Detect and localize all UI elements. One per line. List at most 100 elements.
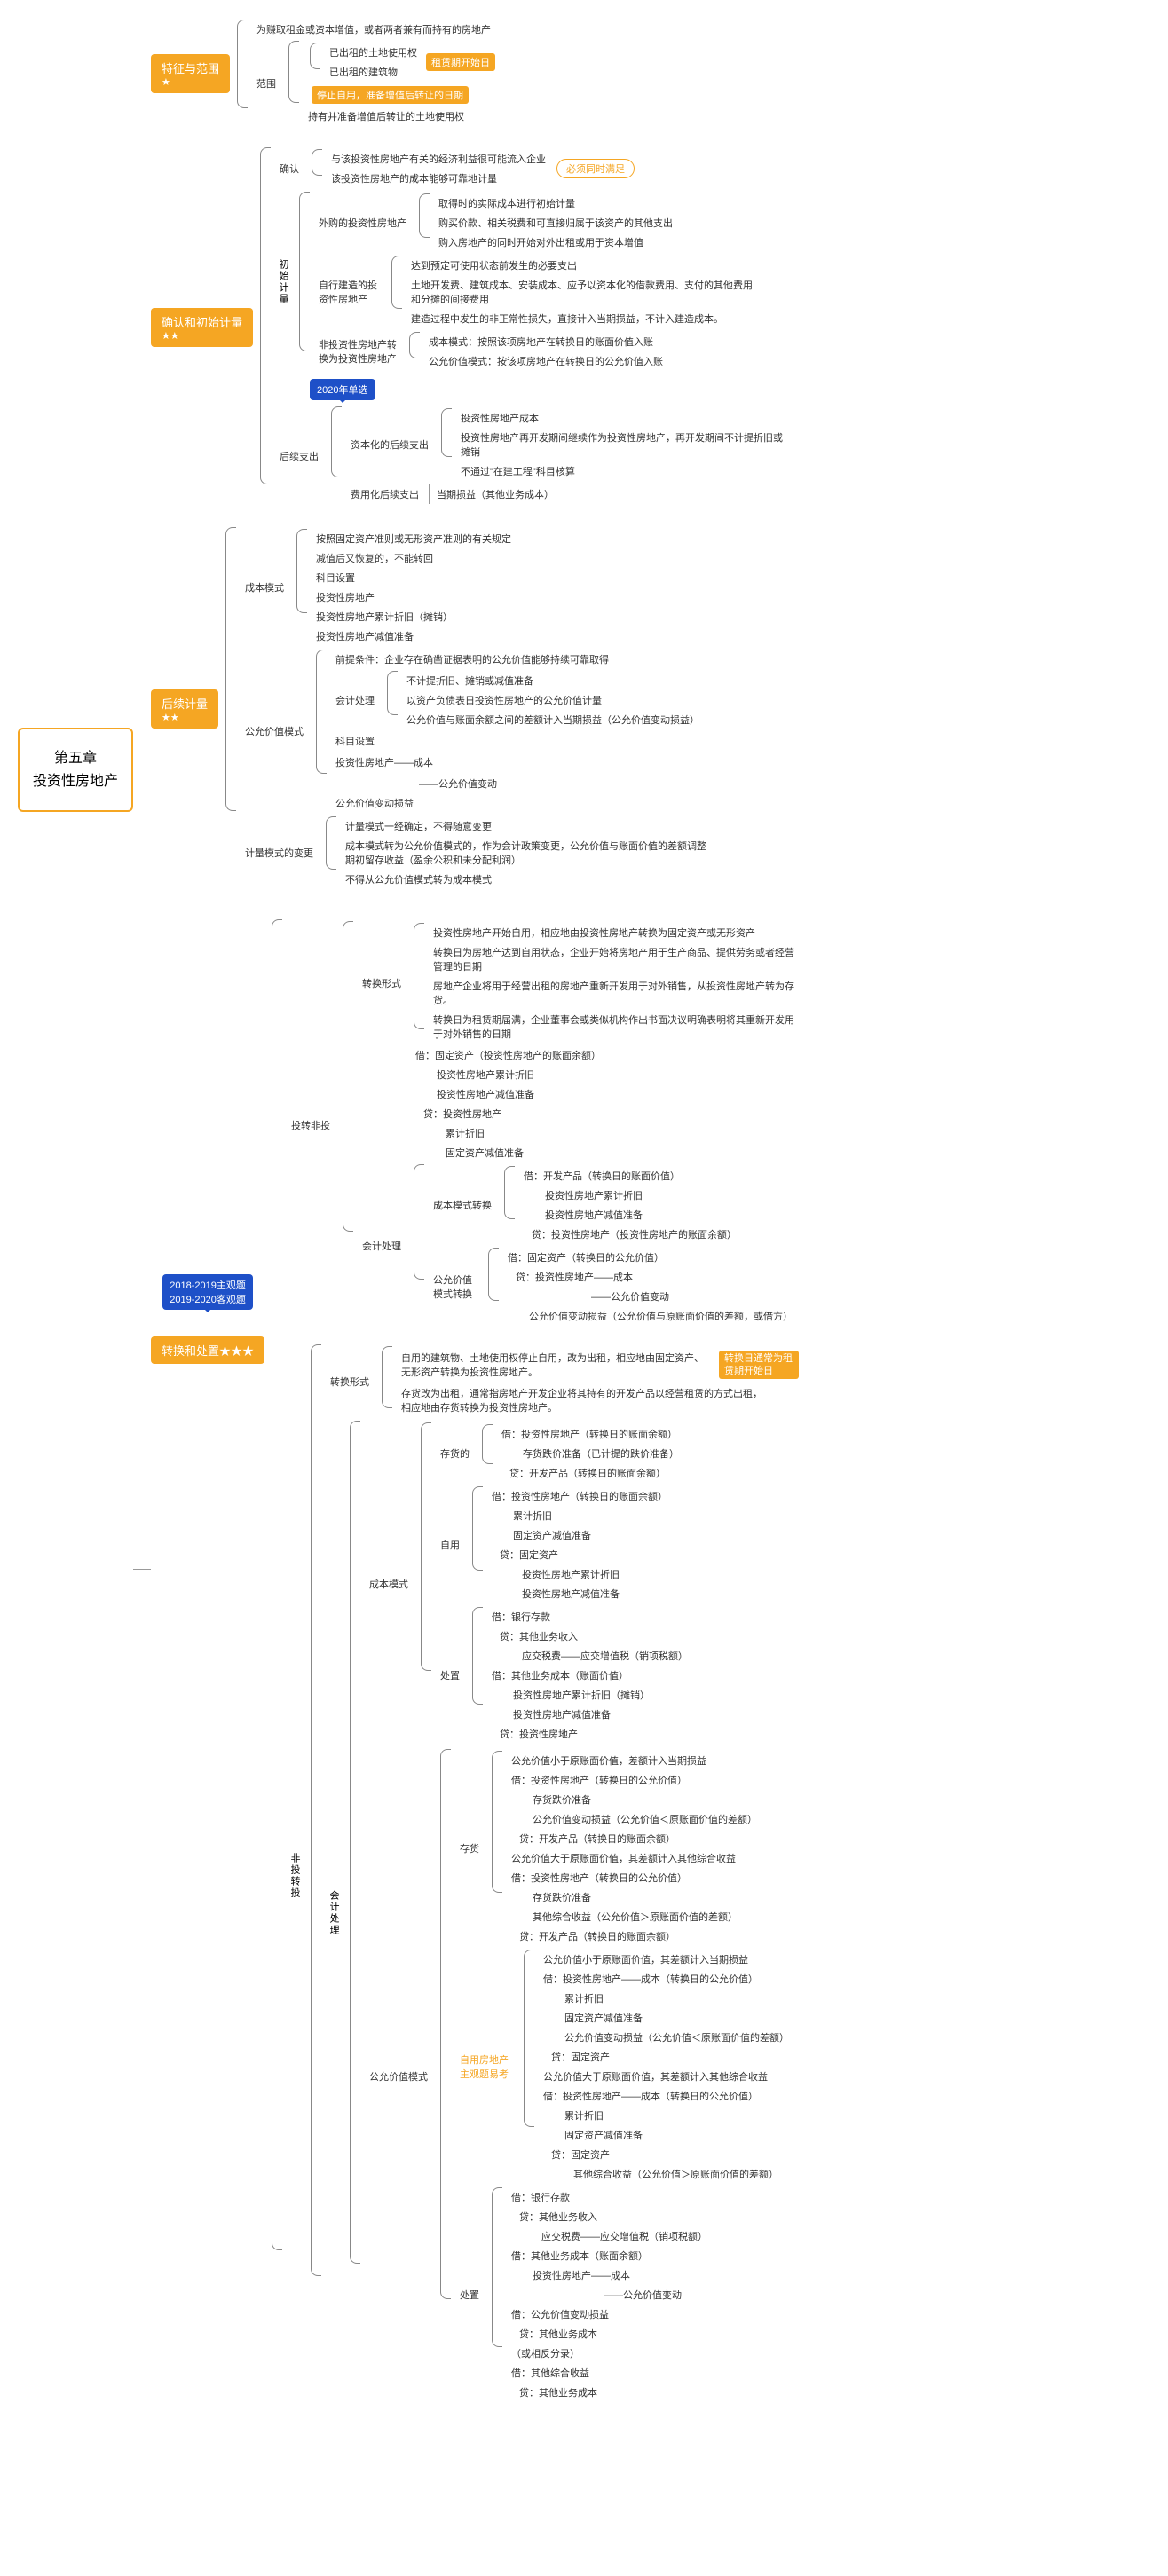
n2-c2a: 当期损益（其他业务成本） xyxy=(429,484,559,504)
n2-a1: 与该投资性房地产有关的经济利益很可能流入企业 xyxy=(326,149,551,169)
n3-b3: 科目设置 xyxy=(330,731,705,751)
n4-non2inv-vlabel: 非投转投 xyxy=(286,1849,304,1902)
n4-af1: 投资性房地产开始自用，相应地由投资性房地产转换为固定资产或无形资产 xyxy=(428,923,801,942)
n4-bfv-zy3: 累计折旧 xyxy=(538,1989,794,2008)
n4-bfv5: 贷：开发产品（转换日的账面余额） xyxy=(506,1829,762,1848)
n4-b-cost: 成本模式 xyxy=(364,1574,414,1594)
n2-b2a: 达到预定可使用状态前发生的必要支出 xyxy=(406,256,761,275)
n3-b2b: 以资产负债表日投资性房地产的公允价值计量 xyxy=(401,690,705,710)
callout-2020: 2020年单选 xyxy=(310,379,375,400)
n2-title: 确认和初始计量 xyxy=(162,313,242,330)
n4-afv1: 借：固定资产（转换日的公允价值） xyxy=(502,1248,798,1267)
n4-bzu3: 固定资产减值准备 xyxy=(486,1525,673,1545)
n2-c1a: 投资性房地产成本 xyxy=(455,408,793,428)
n4-af6: 投资性房地产累计折旧 xyxy=(410,1065,801,1084)
n4-inv2non: 投转非投 xyxy=(286,1115,335,1135)
n4-bfv-cz10: 借：其他综合收益 xyxy=(506,2363,713,2383)
n2-b2b: 土地开发费、建筑成本、安装成本、应予以资本化的借款费用、支付的其他费用和分摊的间… xyxy=(406,275,761,309)
n4-bfv-zy2: 借：投资性房地产——成本（转换日的公允价值） xyxy=(538,1969,794,1989)
n4-af8: 贷：投资性房地产 xyxy=(410,1104,801,1123)
n4-bfv8: 存货跌价准备 xyxy=(506,1887,762,1907)
n4-bfv-cz11: 贷：其他业务成本 xyxy=(506,2383,713,2402)
n4-bcz6: 投资性房地产减值准备 xyxy=(486,1705,693,1724)
n4-bfv-zy12: 其他综合收益（公允价值＞原账面价值的差额） xyxy=(538,2164,794,2184)
n4-b-acc-vlabel: 会计处理 xyxy=(325,1887,343,1940)
n4-bf2: 存货改为出租，通常指房地产开发企业将其持有的开发产品以经营租赁的方式出租，相应地… xyxy=(396,1383,769,1417)
n4-bst: 存货的 xyxy=(435,1444,475,1463)
n4-bfv-zy4: 固定资产减值准备 xyxy=(538,2008,794,2028)
n3-mode-change: 计量模式的变更 xyxy=(240,843,319,863)
n4-bfv-zy7: 公允价值大于原账面价值，其差额计入其他综合收益 xyxy=(538,2067,794,2086)
n3-b2a: 不计提折旧、摊销或减值准备 xyxy=(401,671,705,690)
n4-bfv-cz4: 借：其他业务成本（账面余额） xyxy=(506,2246,713,2265)
n2-b3a: 成本模式：按照该项房地产在转换日的账面价值入账 xyxy=(423,332,668,351)
n3-a2: 减值后又恢复的，不能转回 xyxy=(311,548,517,568)
n4-bfv-cz8: 贷：其他业务成本 xyxy=(506,2324,713,2344)
n2-b1a: 取得时的实际成本进行初始计量 xyxy=(433,193,678,213)
n4-bcz7: 贷：投资性房地产 xyxy=(486,1724,693,1744)
n2-confirm: 确认 xyxy=(274,159,304,178)
n4-bst2: 存货跌价准备（已计提的跌价准备） xyxy=(496,1444,684,1463)
n1-c2a: 已出租的土地使用权 xyxy=(324,43,422,62)
n3-b3b: ——公允价值变动 xyxy=(330,774,705,793)
node-recognition: 确认和初始计量 ★★ xyxy=(151,308,253,347)
n4-ac2: 投资性房地产累计折旧 xyxy=(518,1186,742,1205)
tag-lease-start: 租赁期开始日 xyxy=(426,53,495,71)
n2-b1b: 购买价款、相关税费和可直接归属于该资产的其他支出 xyxy=(433,213,678,232)
callout-2018-2020: 2018-2019主观题 2019-2020客观题 xyxy=(162,1274,253,1310)
root-line1: 第五章 xyxy=(33,747,118,770)
n4-afv3: ——公允价值变动 xyxy=(502,1287,798,1306)
root-line2: 投资性房地产 xyxy=(33,770,118,793)
callout-l2: 2019-2020客观题 xyxy=(170,1292,246,1306)
n4-bfv-cz6: ——公允价值变动 xyxy=(506,2285,713,2304)
n3-a6: 投资性房地产减值准备 xyxy=(311,626,517,646)
n4-af9: 累计折旧 xyxy=(410,1123,801,1143)
tag-lease-start-2: 转换日通常为租赁期开始日 xyxy=(719,1351,799,1380)
n4-bzu2: 累计折旧 xyxy=(486,1506,673,1525)
n4-bzu: 自用 xyxy=(435,1535,465,1555)
n4-b-fv: 公允价值模式 xyxy=(364,2067,433,2086)
branch-1: 特征与范围 ★ 为赚取租金或资本增值，或者两者兼有而持有的房地产 范围 xyxy=(151,20,801,128)
n4-bfv7: 借：投资性房地产（转换日的公允价值） xyxy=(506,1868,762,1887)
n4-bcz3: 应交税费——应交增值税（销项税额） xyxy=(486,1646,693,1666)
node-conversion: 转换和处置★★★ xyxy=(151,1336,264,1364)
n4-ac1: 借：开发产品（转换日的账面价值） xyxy=(518,1166,742,1186)
n4-af4: 转换日为租赁期届满，企业董事会或类似机构作出书面决议明确表明将其重新开发用于对外… xyxy=(428,1010,801,1044)
branch-4: 2018-2019主观题 2019-2020客观题 转换和处置★★★ 投转非投 … xyxy=(151,919,801,2409)
n4-bcz: 处置 xyxy=(435,1666,465,1685)
n3-a1: 按照固定资产准则或无形资产准则的有关规定 xyxy=(311,529,517,548)
n2-b1c: 购入房地产的同时开始对外出租或用于资本增值 xyxy=(433,232,678,252)
n4-bfv1: 公允价值小于原账面价值，差额计入当期损益 xyxy=(506,1751,762,1770)
n4-bfv-ch: 存货 xyxy=(454,1839,485,1858)
n4-bfv-zy9: 累计折旧 xyxy=(538,2106,794,2125)
n2-c2: 费用化后续支出 xyxy=(345,484,424,504)
n4-bst1: 借：投资性房地产（转换日的账面余额） xyxy=(496,1424,684,1444)
n3-a3: 科目设置 xyxy=(311,568,517,587)
branch-3: 后续计量 ★★ 成本模式 按照固定资产准则或无形资产准则的有关规定 减值后又恢复… xyxy=(151,527,801,891)
n2-c1b: 投资性房地产再开发期间继续作为投资性房地产，再开发期间不计提折旧或摊销 xyxy=(455,428,793,461)
n3-a5: 投资性房地产累计折旧（摊销） xyxy=(311,607,517,626)
root-connector xyxy=(133,1569,151,1570)
n4-bfv-zy5: 公允价值变动损益（公允价值＜原账面价值的差额） xyxy=(538,2028,794,2047)
n4-bfv-zy1: 公允价值小于原账面价值，其差额计入当期损益 xyxy=(538,1950,794,1969)
n3-b3a: 投资性房地产——成本 xyxy=(330,752,438,772)
n3-b2: 会计处理 xyxy=(330,690,380,710)
mindmap: 第五章 投资性房地产 特征与范围 ★ 为赚取租金或资本增值，或者两者兼有而持有的… xyxy=(18,18,1150,2411)
n4-af2: 转换日为房地产达到自用状态，企业开始将房地产用于生产商品、提供劳务或者经营管理的… xyxy=(428,942,801,976)
n1-stars: ★ xyxy=(162,76,219,88)
n4-b-form: 转换形式 xyxy=(325,1372,375,1391)
n4-bfv10: 贷：开发产品（转换日的账面余额） xyxy=(506,1926,762,1946)
n2-c1: 资本化的后续支出 xyxy=(345,435,434,454)
n4-bfv3: 存货跌价准备 xyxy=(506,1790,762,1809)
n4-bfv-cz: 处置 xyxy=(454,2285,485,2304)
n4-af5: 借：固定资产（投资性房地产的账面余额） xyxy=(410,1045,801,1065)
n4-bfv2: 借：投资性房地产（转换日的公允价值） xyxy=(506,1770,762,1790)
n4-bcz4: 借：其他业务成本（账面价值） xyxy=(486,1666,693,1685)
n4-bzu6: 投资性房地产减值准备 xyxy=(486,1584,673,1603)
n4-a-acc: 会计处理 xyxy=(357,1236,406,1256)
n4-bfv4: 公允价值变动损益（公允价值＜原账面价值的差额） xyxy=(506,1809,762,1829)
n2-c1c: 不通过"在建工程"科目核算 xyxy=(455,461,793,481)
n3-c3: 不得从公允价值模式转为成本模式 xyxy=(340,870,713,889)
n2-b2c: 建造过程中发生的非正常性损失，直接计入当期损益，不计入建造成本。 xyxy=(406,309,761,328)
n4-bfv-cz1: 借：银行存款 xyxy=(506,2187,713,2207)
